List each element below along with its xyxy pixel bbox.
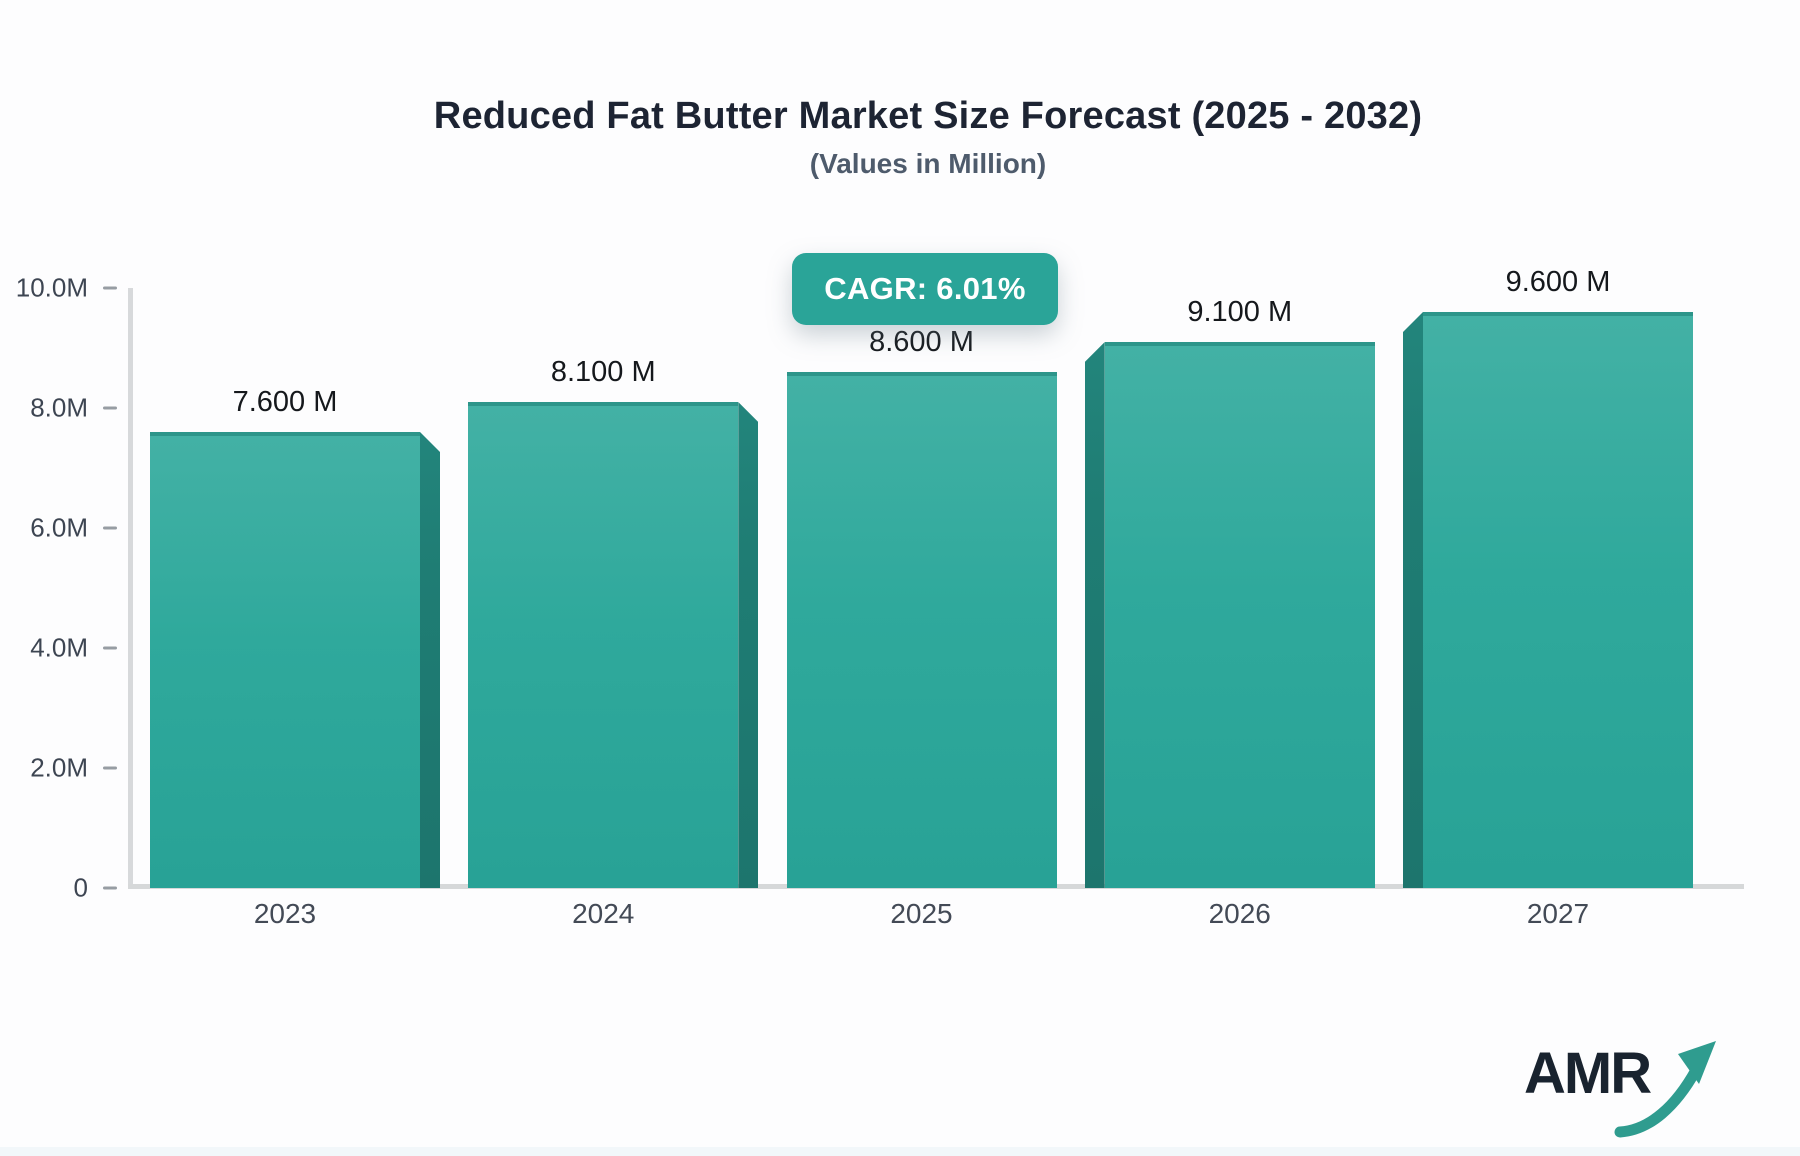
y-axis-label: 0 <box>73 872 88 903</box>
y-axis-tick <box>103 886 117 890</box>
y-axis-label: 4.0M <box>30 632 88 663</box>
brand-logo-text: AMR <box>1524 1041 1652 1106</box>
y-axis-tick <box>103 406 117 410</box>
y-axis-tick <box>103 646 117 650</box>
x-axis-label: 2026 <box>1208 898 1271 929</box>
bottom-strip <box>0 1147 1800 1156</box>
bar-2027[interactable] <box>1423 312 1693 888</box>
y-axis-tick <box>103 766 117 770</box>
bar-side-face <box>738 402 759 888</box>
x-axis-label: 2024 <box>572 898 635 929</box>
bar-value-label: 8.100 M <box>550 356 656 388</box>
bar-side-face <box>420 432 440 888</box>
bar-side-face <box>1403 312 1423 888</box>
x-axis-label: 2023 <box>253 898 317 929</box>
x-axis-label: 2027 <box>1526 898 1590 929</box>
bar-2023[interactable] <box>150 432 420 888</box>
bar-2026[interactable] <box>1104 342 1375 888</box>
bar-side-face <box>1084 342 1105 888</box>
bar-2025[interactable] <box>786 372 1057 888</box>
y-axis-label: 10.0M <box>15 272 88 303</box>
cagr-badge: CAGR: 6.01% <box>792 253 1058 325</box>
y-axis-line <box>128 288 133 888</box>
chart-subtitle: (Values in Million) <box>809 148 1047 179</box>
growth-arrow-icon <box>1614 1041 1716 1138</box>
chart-title: Reduced Fat Butter Market Size Forecast … <box>433 95 1423 137</box>
bar-value-label: 9.600 M <box>1505 266 1611 298</box>
y-axis-label: 2.0M <box>30 752 88 783</box>
bar-value-label: 9.100 M <box>1187 296 1293 328</box>
y-axis-label: 6.0M <box>30 512 88 543</box>
y-axis-label: 8.0M <box>30 392 88 423</box>
brand-logo: AMR <box>1524 1040 1724 1140</box>
bar-value-label: 8.600 M <box>869 326 974 358</box>
bar-value-label: 7.600 M <box>232 386 338 418</box>
y-axis-tick <box>103 286 117 290</box>
x-axis-label: 2025 <box>890 898 953 929</box>
bar-2024[interactable] <box>468 402 739 888</box>
cagr-badge-label: CAGR: 6.01% <box>824 271 1026 306</box>
y-axis-tick <box>103 526 117 530</box>
